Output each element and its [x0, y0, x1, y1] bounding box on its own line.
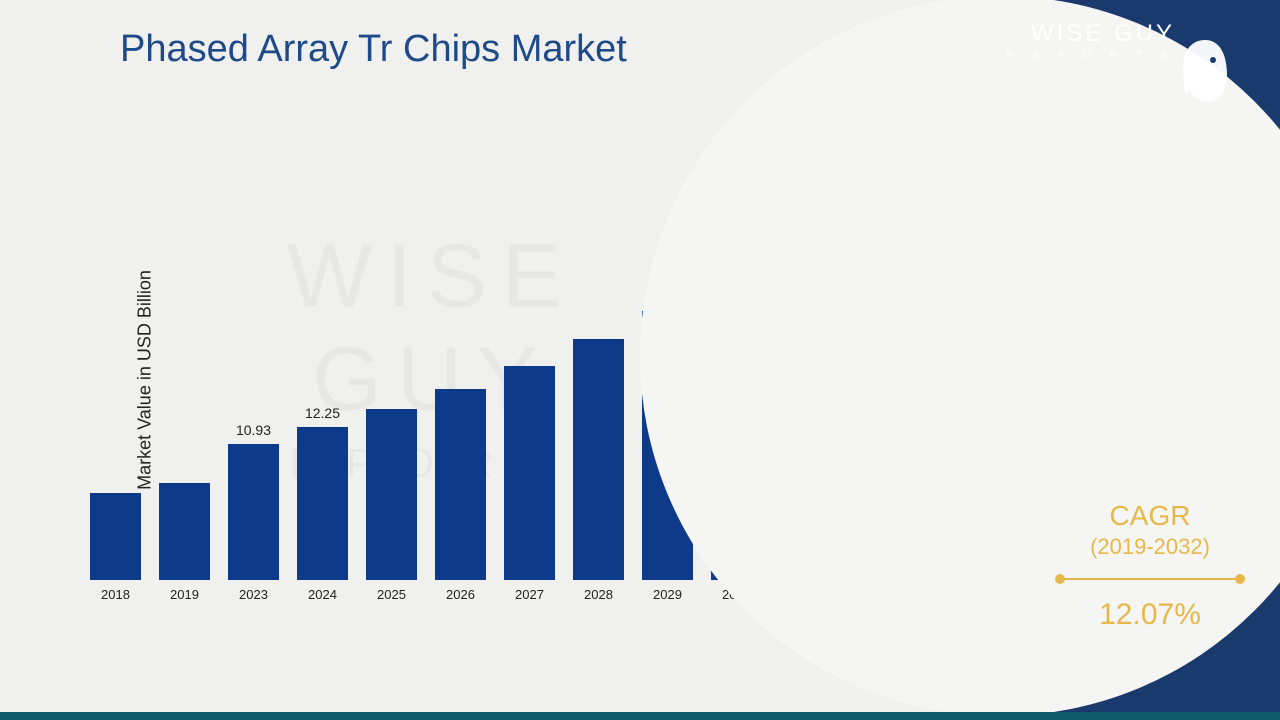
bar-group: 2028: [573, 339, 624, 580]
brand-logo: WISE GUY R E P O R T S: [1007, 20, 1250, 61]
bar-group: 2027: [504, 366, 555, 580]
bar: [228, 444, 279, 580]
x-axis-label: 2019: [170, 587, 199, 602]
x-axis-label: 2029: [653, 587, 682, 602]
bar-value-label: 10.93: [236, 422, 271, 438]
cagr-block: CAGR (2019-2032) 12.07%: [1060, 500, 1240, 632]
x-axis-label: 2023: [239, 587, 268, 602]
bar-group: 12.252024: [297, 427, 348, 580]
bar: [366, 409, 417, 580]
bar-group: 2019: [159, 483, 210, 580]
bar: [573, 339, 624, 580]
chart-title: Phased Array Tr Chips Market: [120, 28, 627, 71]
x-axis-label: 2018: [101, 587, 130, 602]
cagr-value: 12.07%: [1060, 598, 1240, 632]
bar: [297, 427, 348, 580]
bar: [504, 366, 555, 580]
bar-group: 10.932023: [228, 444, 279, 580]
head-icon: [1175, 35, 1235, 105]
bar: [159, 483, 210, 580]
bar-group: 2018: [90, 493, 141, 580]
x-axis-label: 2026: [446, 587, 475, 602]
x-axis-label: 2027: [515, 587, 544, 602]
bottom-accent-bar: [0, 712, 1280, 720]
x-axis-label: 2025: [377, 587, 406, 602]
cagr-divider: [1060, 578, 1240, 580]
bar: [435, 389, 486, 580]
sidebar-panel: WISE GUY R E P O R T S CAGR (2019-2032) …: [960, 0, 1280, 712]
logo-text-1: WISE GUY: [1007, 20, 1175, 48]
bar: [90, 493, 141, 580]
bar-value-label: 12.25: [305, 405, 340, 421]
bar-group: 2025: [366, 409, 417, 580]
x-axis-label: 2024: [308, 587, 337, 602]
cagr-years: (2019-2032): [1060, 534, 1240, 560]
logo-text-2: R E P O R T S: [1007, 50, 1175, 61]
x-axis-label: 2028: [584, 587, 613, 602]
bar-group: 2026: [435, 389, 486, 580]
cagr-title: CAGR: [1060, 500, 1240, 532]
